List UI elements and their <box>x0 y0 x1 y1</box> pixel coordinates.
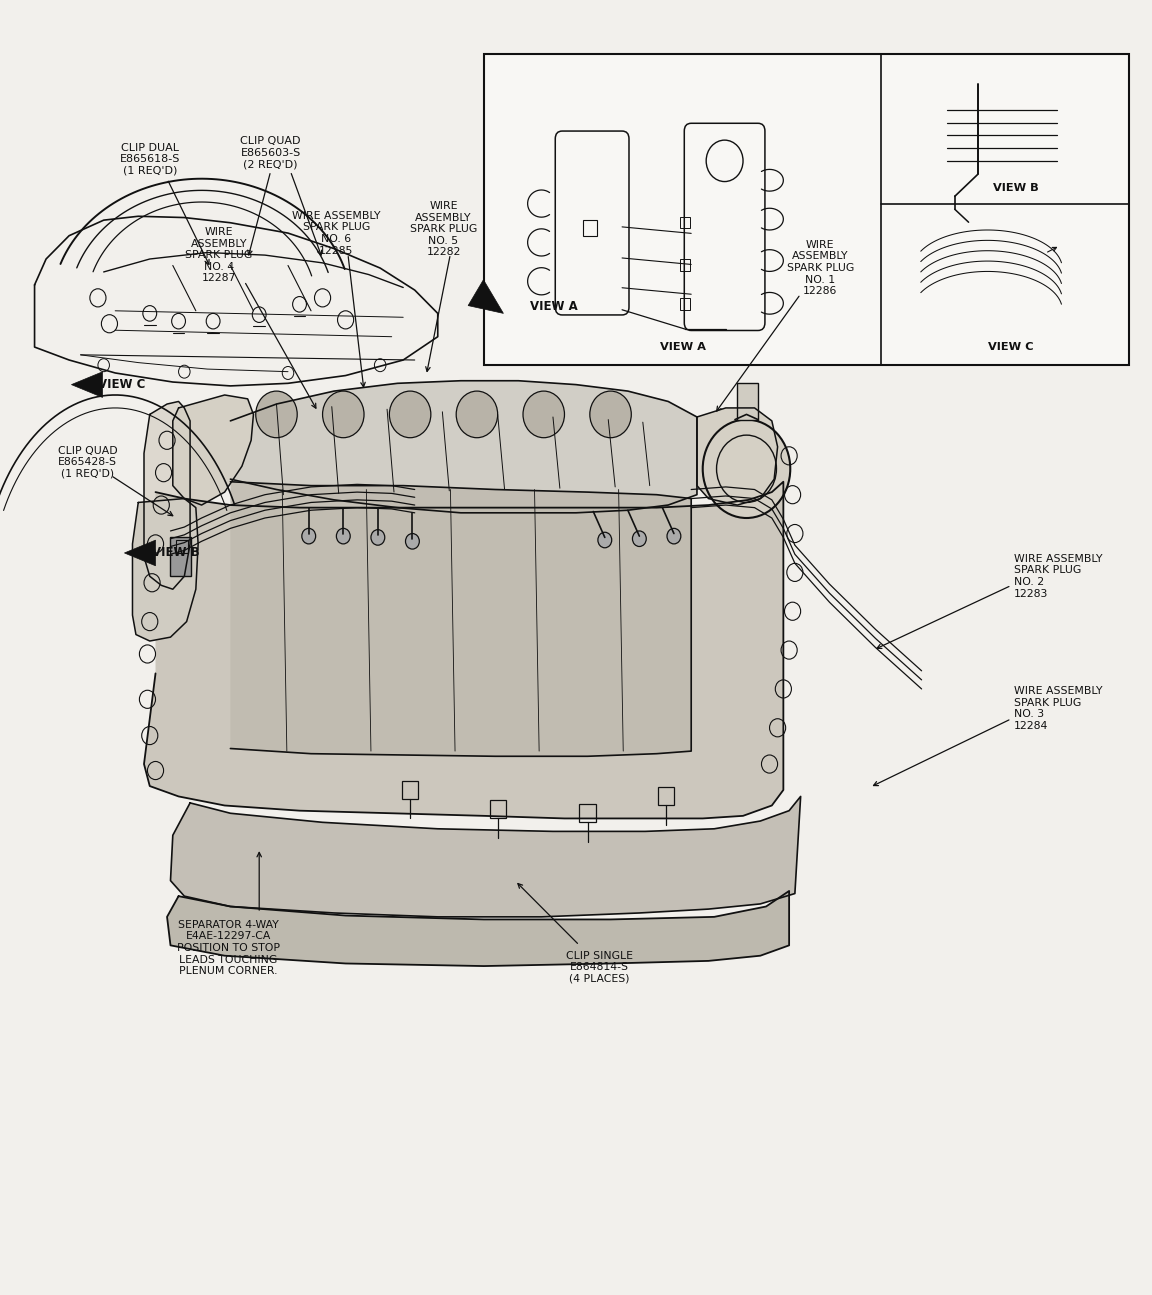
Bar <box>579 804 596 822</box>
Circle shape <box>590 391 631 438</box>
Text: WIRE ASSEMBLY
SPARK PLUG
NO. 2
12283: WIRE ASSEMBLY SPARK PLUG NO. 2 12283 <box>1014 554 1102 598</box>
Polygon shape <box>144 401 190 589</box>
Text: CLIP QUAD
E865603-S
(2 REQ'D): CLIP QUAD E865603-S (2 REQ'D) <box>241 136 301 170</box>
Bar <box>737 383 758 420</box>
Text: WIRE ASSEMBLY
SPARK PLUG
NO. 3
12284: WIRE ASSEMBLY SPARK PLUG NO. 3 12284 <box>1014 686 1102 730</box>
Bar <box>583 220 597 236</box>
Text: WIRE ASSEMBLY
SPARK PLUG
NO. 6
12285: WIRE ASSEMBLY SPARK PLUG NO. 6 12285 <box>293 211 380 255</box>
Text: CLIP SINGLE
E864814-S
(4 PLACES): CLIP SINGLE E864814-S (4 PLACES) <box>566 951 632 984</box>
Polygon shape <box>230 381 697 513</box>
Circle shape <box>336 528 350 544</box>
Circle shape <box>667 528 681 544</box>
Bar <box>680 216 690 228</box>
Text: WIRE
ASSEMBLY
SPARK PLUG
NO. 5
12282: WIRE ASSEMBLY SPARK PLUG NO. 5 12282 <box>410 201 477 258</box>
Text: VIEW B: VIEW B <box>152 546 199 559</box>
Text: VIEW A: VIEW A <box>530 300 577 313</box>
Polygon shape <box>697 408 778 505</box>
Text: VIEW B: VIEW B <box>993 183 1039 193</box>
Circle shape <box>632 531 646 546</box>
Circle shape <box>323 391 364 438</box>
Bar <box>680 259 690 271</box>
Circle shape <box>389 391 431 438</box>
Bar <box>658 787 674 805</box>
Circle shape <box>523 391 564 438</box>
Text: VIEW C: VIEW C <box>987 342 1033 352</box>
Text: SEPARATOR 4-WAY
E4AE-12297-CA
POSITION TO STOP
LEADS TOUCHING
PLENUM CORNER.: SEPARATOR 4-WAY E4AE-12297-CA POSITION T… <box>176 919 280 976</box>
Polygon shape <box>170 796 801 917</box>
Text: VIEW A: VIEW A <box>660 342 706 352</box>
Circle shape <box>598 532 612 548</box>
Bar <box>680 298 690 310</box>
Text: WIRE
ASSEMBLY
SPARK PLUG
NO. 4
12287: WIRE ASSEMBLY SPARK PLUG NO. 4 12287 <box>185 227 252 284</box>
Bar <box>402 781 418 799</box>
Polygon shape <box>173 395 253 505</box>
Bar <box>176 540 188 553</box>
Polygon shape <box>144 482 783 818</box>
Polygon shape <box>468 280 503 313</box>
Circle shape <box>456 391 498 438</box>
Circle shape <box>256 391 297 438</box>
Polygon shape <box>71 372 103 398</box>
Polygon shape <box>230 482 691 756</box>
Circle shape <box>703 420 790 518</box>
Bar <box>490 800 506 818</box>
Circle shape <box>302 528 316 544</box>
Polygon shape <box>132 499 198 641</box>
Text: CLIP DUAL
E865618-S
(1 REQ'D): CLIP DUAL E865618-S (1 REQ'D) <box>120 142 180 176</box>
Polygon shape <box>124 540 156 566</box>
Text: VIEW C: VIEW C <box>98 378 145 391</box>
Bar <box>170 537 191 576</box>
Bar <box>484 54 1129 365</box>
Text: CLIP QUAD
E865428-S
(1 REQ'D): CLIP QUAD E865428-S (1 REQ'D) <box>58 445 118 479</box>
Text: WIRE
ASSEMBLY
SPARK PLUG
NO. 1
12286: WIRE ASSEMBLY SPARK PLUG NO. 1 12286 <box>787 240 854 297</box>
Polygon shape <box>167 891 789 966</box>
Circle shape <box>406 534 419 549</box>
Circle shape <box>371 530 385 545</box>
